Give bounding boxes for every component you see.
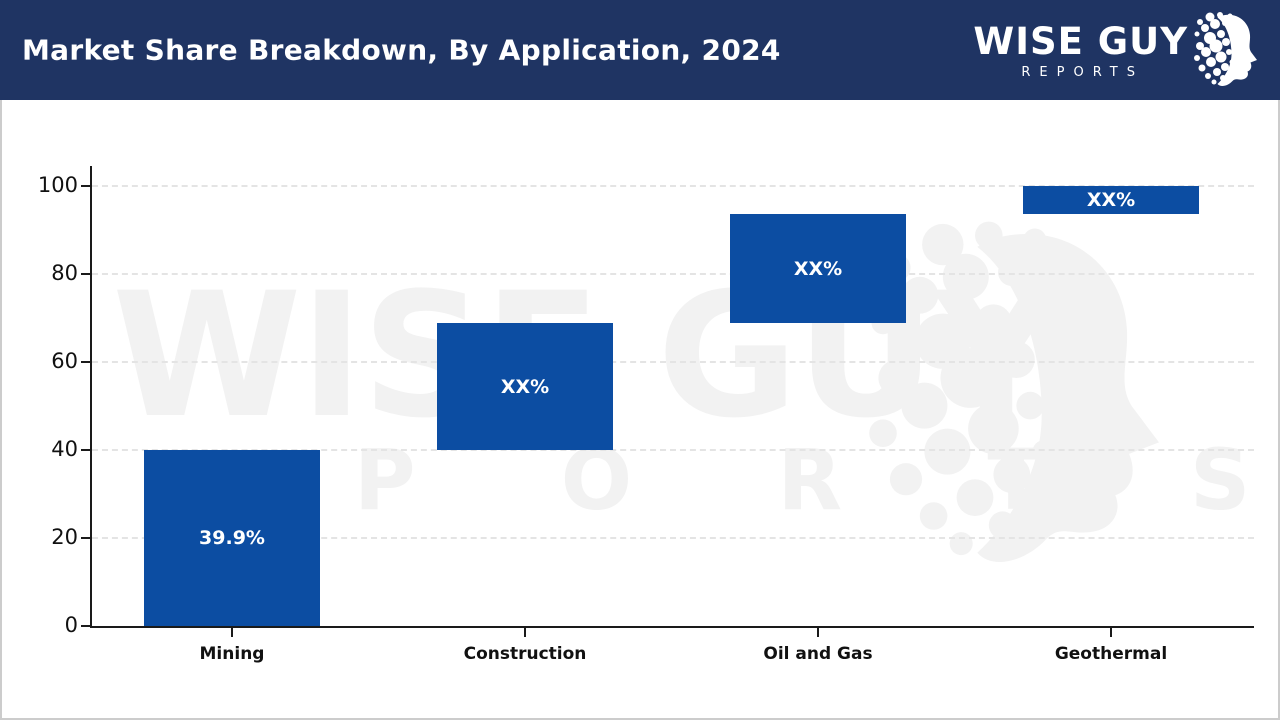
x-tick-label-geothermal: Geothermal [1054, 644, 1168, 664]
y-tick-60 [81, 361, 90, 363]
watermark-face-icon [869, 221, 1159, 563]
bar-value-label-geothermal: XX% [1086, 189, 1136, 212]
x-tick-geothermal [1110, 628, 1112, 637]
x-tick-mining [231, 628, 233, 637]
y-tick-0 [81, 625, 90, 627]
bar-value-label-mining: 39.9% [199, 527, 265, 550]
x-tick-label-construction: Construction [463, 644, 587, 664]
header: Market Share Breakdown, By Application, … [0, 0, 1280, 100]
wise-guy-reports-logo: WISE GUY REPORTS [973, 10, 1264, 92]
x-tick-construction [524, 628, 526, 637]
logo-wordmark: WISE GUY [973, 19, 1188, 63]
gridline-20 [92, 537, 1254, 539]
logo-subtext: REPORTS [1021, 64, 1144, 80]
chart-canvas: WISE GUY. P O R T S 0 20 40 60 80 100 39.9% Min… [0, 100, 1280, 720]
bar-oil-and-gas: XX% [730, 214, 906, 324]
gridline-100 [92, 185, 1254, 187]
chart-region: WISE GUY. P O R T S 0 20 40 60 80 100 39.9% Min… [2, 100, 1278, 718]
y-tick-label-60: 60 [51, 349, 78, 373]
x-tick-label-mining: Mining [199, 644, 265, 664]
page-title: Market Share Breakdown, By Application, … [22, 33, 781, 67]
logo-face-icon [1194, 12, 1257, 87]
gridline-60 [92, 361, 1254, 363]
x-axis-line [90, 626, 1254, 628]
y-tick-label-0: 0 [64, 613, 78, 637]
logo-text: WISE GUY REPORTS [973, 23, 1188, 80]
y-tick-label-100: 100 [37, 173, 78, 197]
y-axis-line [90, 166, 92, 628]
bar-mining: 39.9% [144, 450, 320, 626]
y-tick-label-80: 80 [51, 261, 78, 285]
y-tick-20 [81, 537, 90, 539]
gridline-40 [92, 449, 1254, 451]
bar-value-label-construction: XX% [500, 375, 550, 398]
y-tick-100 [81, 185, 90, 187]
bar-geothermal: XX% [1023, 186, 1199, 215]
x-tick-label-oil-and-gas: Oil and Gas [763, 644, 873, 664]
y-tick-label-40: 40 [51, 437, 78, 461]
x-tick-oil-and-gas [817, 628, 819, 637]
y-tick-80 [81, 273, 90, 275]
bar-construction: XX% [437, 323, 613, 451]
y-tick-40 [81, 449, 90, 451]
gridline-80 [92, 273, 1254, 275]
bar-value-label-oil-and-gas: XX% [793, 257, 843, 280]
y-tick-label-20: 20 [51, 525, 78, 549]
